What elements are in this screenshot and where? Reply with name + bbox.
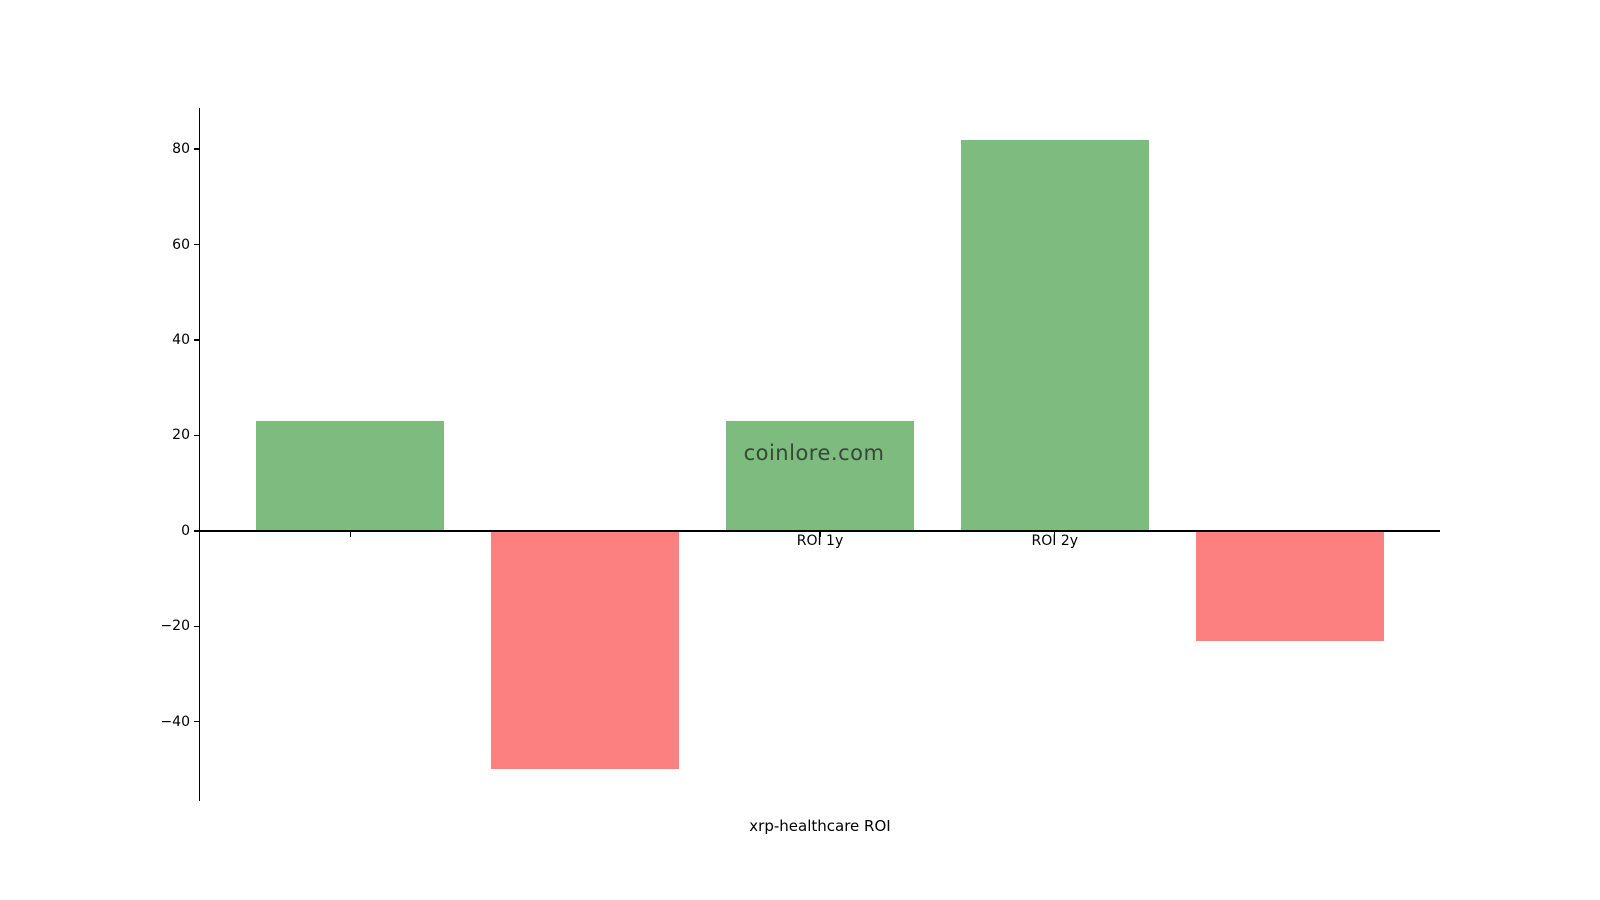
y-tick-label: 20 (172, 427, 190, 444)
y-tick-mark (194, 434, 200, 437)
chart-bar-roi-2y (960, 139, 1149, 531)
y-tick-label: 0 (181, 522, 190, 539)
chart-bar-roi-1y (726, 421, 914, 531)
x-tick-label: ROI 2y (1031, 532, 1079, 549)
x-tick-label: ROI 1y (796, 532, 844, 549)
y-tick-mark (194, 530, 200, 532)
y-tick-label: 60 (172, 236, 190, 253)
y-tick-label: 80 (172, 141, 190, 157)
x-axis-title: xrp-healthcare ROI (749, 817, 891, 835)
y-tick-label: 40 (172, 332, 190, 348)
y-tick-label: −40 (160, 713, 190, 730)
y-tick-label: −20 (160, 618, 190, 635)
y-tick-mark (194, 339, 200, 341)
watermark-text: coinlore.com (743, 440, 885, 465)
y-tick-mark (194, 625, 200, 627)
y-tick-mark (194, 243, 200, 246)
chart-bar-col1 (256, 421, 445, 531)
x-tick-mark (819, 530, 821, 537)
chart-bar-col2 (491, 530, 680, 770)
chart-bar-col5 (1195, 530, 1384, 641)
y-axis-spine (198, 108, 200, 801)
x-tick-mark (1054, 530, 1056, 537)
y-tick-mark (194, 721, 200, 723)
x-tick-mark (349, 530, 351, 537)
y-tick-mark (194, 148, 200, 150)
x-axis-zero-line (200, 530, 1440, 532)
